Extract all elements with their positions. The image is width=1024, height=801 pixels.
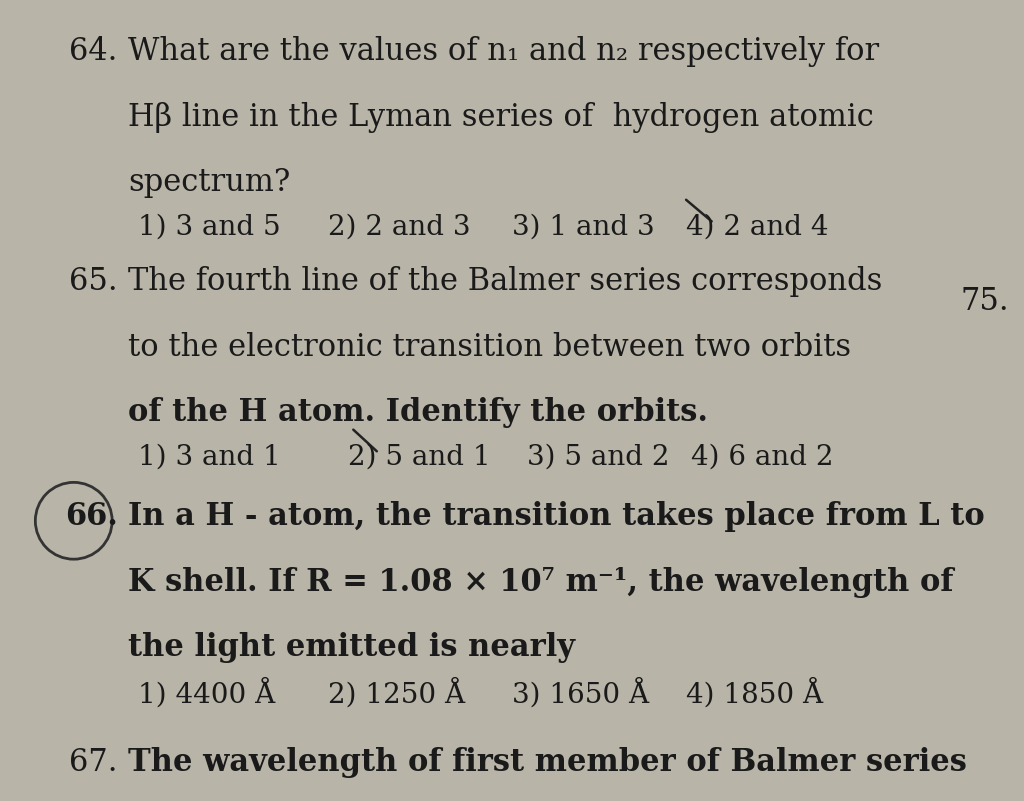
Text: The fourth line of the Balmer series corresponds: The fourth line of the Balmer series cor… <box>128 266 883 297</box>
Text: 65.: 65. <box>70 266 118 297</box>
Text: 3) 1 and 3: 3) 1 and 3 <box>512 213 654 240</box>
Text: spectrum?: spectrum? <box>128 167 290 199</box>
Text: 1) 4400 Å: 1) 4400 Å <box>138 678 275 709</box>
Text: The wavelength of first member of Balmer series: The wavelength of first member of Balmer… <box>128 747 967 779</box>
Text: In a H - atom, the transition takes place from L to: In a H - atom, the transition takes plac… <box>128 501 985 532</box>
Text: 1) 3 and 5: 1) 3 and 5 <box>138 213 281 240</box>
Text: 67.: 67. <box>70 747 118 779</box>
Text: of the H atom. Identify the orbits.: of the H atom. Identify the orbits. <box>128 397 708 429</box>
Text: 4) 2 and 4: 4) 2 and 4 <box>686 213 828 240</box>
Text: K shell. If R = 1.08 × 10⁷ m⁻¹, the wavelength of: K shell. If R = 1.08 × 10⁷ m⁻¹, the wave… <box>128 567 953 598</box>
Text: 4) 6 and 2: 4) 6 and 2 <box>691 443 834 470</box>
Text: 2) 5 and 1: 2) 5 and 1 <box>348 443 490 470</box>
Text: 3) 1650 Å: 3) 1650 Å <box>512 678 649 709</box>
Text: What are the values of n₁ and n₂ respectively for: What are the values of n₁ and n₂ respect… <box>128 36 880 67</box>
Text: Hβ line in the Lyman series of  hydrogen atomic: Hβ line in the Lyman series of hydrogen … <box>128 102 873 133</box>
Text: 2) 2 and 3: 2) 2 and 3 <box>328 213 470 240</box>
Text: 3) 5 and 2: 3) 5 and 2 <box>527 443 670 470</box>
Text: 4) 1850 Å: 4) 1850 Å <box>686 678 823 709</box>
Text: 2) 1250 Å: 2) 1250 Å <box>328 678 465 709</box>
Text: 1) 3 and 1: 1) 3 and 1 <box>138 443 281 470</box>
Text: the light emitted is nearly: the light emitted is nearly <box>128 633 575 663</box>
Text: 64.: 64. <box>70 36 118 67</box>
Text: 75.: 75. <box>961 286 1009 316</box>
Text: to the electronic transition between two orbits: to the electronic transition between two… <box>128 332 851 363</box>
Text: 66.: 66. <box>65 501 118 532</box>
